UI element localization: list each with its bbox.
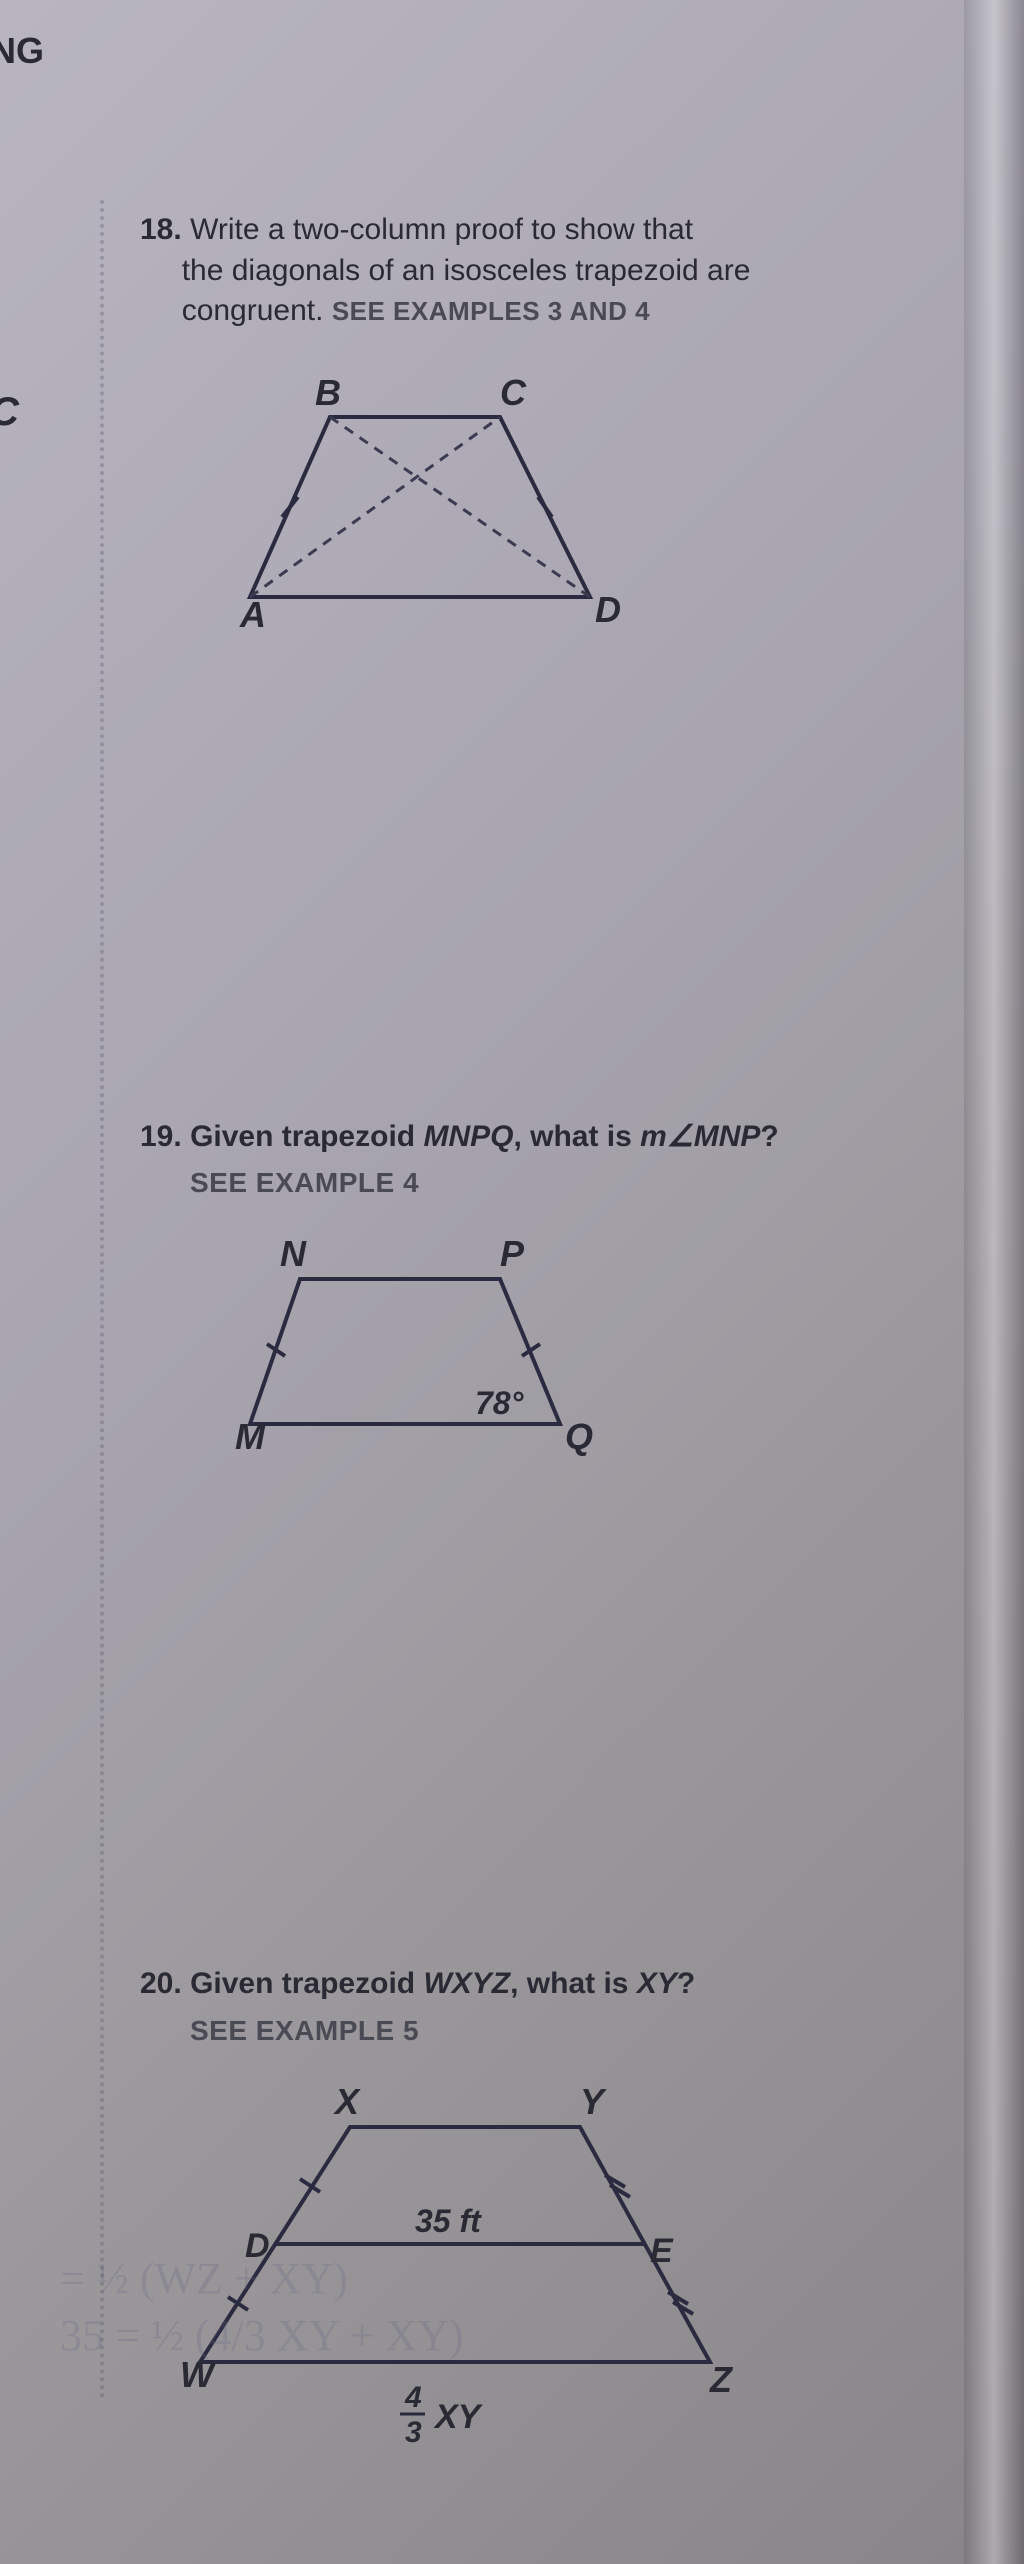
vertex-Z: Z — [709, 2359, 734, 2400]
shape-name: WXYZ — [423, 1967, 510, 2000]
see-example: SEE EXAMPLE 5 — [190, 2015, 940, 2047]
problem-line: the diagonals of an isosceles trapezoid … — [182, 254, 751, 287]
figure-19-trapezoid: M N P Q 78° — [190, 1224, 940, 1464]
problem-number: 20. — [140, 1967, 182, 2000]
figure-18-trapezoid: A B C D — [190, 357, 940, 637]
problem-19-text: 19. Given trapezoid MNPQ, what is m∠MNP? — [140, 1117, 940, 1158]
vertex-Y: Y — [580, 2081, 607, 2122]
problem-20-text: 20. Given trapezoid WXYZ, what is XY? — [140, 1964, 940, 2005]
midsegment-label: 35 ft — [415, 2203, 482, 2239]
problem-18: 18. Write a two-column proof to show tha… — [140, 210, 940, 637]
problem-text: ? — [677, 1967, 695, 2000]
handwriting-line: = ½ (WZ + XY) — [60, 2250, 464, 2307]
page-header-fragment: NG — [0, 30, 44, 72]
vertex-M: M — [235, 1416, 266, 1457]
problem-20: 20. Given trapezoid WXYZ, what is XY? SE… — [140, 1964, 940, 2452]
vertex-X: X — [333, 2081, 361, 2122]
problem-number: 18. — [140, 213, 182, 246]
problem-18-text: 18. Write a two-column proof to show tha… — [140, 210, 940, 332]
vertex-P: P — [500, 1233, 525, 1274]
problem-line: Write a two-column proof to show that — [190, 213, 693, 246]
var-name: XY — [637, 1967, 677, 2000]
page-edge-shadow — [964, 0, 1024, 2564]
angle-prefix: m∠ — [640, 1120, 694, 1153]
problem-text: Given trapezoid — [190, 1120, 423, 1153]
vertex-D: D — [595, 589, 621, 630]
vertex-B: B — [315, 372, 341, 413]
problem-number: 19. — [140, 1120, 182, 1153]
handwriting-line: 35 = ½ (4/3 XY + XY) — [60, 2307, 464, 2364]
frac-num: 4 — [404, 2381, 422, 2414]
problem-text: Given trapezoid — [190, 1967, 423, 2000]
vertex-E: E — [650, 2232, 674, 2270]
shape-name: MNPQ — [423, 1120, 513, 1153]
vertex-N: N — [280, 1233, 307, 1274]
base-var: XY — [433, 2398, 484, 2436]
content-area: 18. Write a two-column proof to show tha… — [140, 210, 940, 2492]
problem-19: 19. Given trapezoid MNPQ, what is m∠MNP?… — [140, 1117, 940, 1465]
dotted-margin — [100, 200, 104, 2400]
angle-value: 78° — [475, 1385, 524, 1421]
partial-letter: C — [0, 390, 19, 435]
vertex-A: A — [239, 594, 266, 635]
angle-name: MNP — [694, 1120, 761, 1153]
problem-text: , what is — [510, 1967, 637, 2000]
see-example: SEE EXAMPLES 3 AND 4 — [332, 296, 650, 326]
problem-text: ? — [760, 1120, 778, 1153]
problem-line: congruent. — [182, 294, 324, 327]
handwritten-work: = ½ (WZ + XY) 35 = ½ (4/3 XY + XY) — [60, 2250, 464, 2364]
see-example: SEE EXAMPLE 4 — [190, 1167, 940, 1199]
vertex-C: C — [500, 372, 527, 413]
problem-text: , what is — [513, 1120, 640, 1153]
vertex-Q: Q — [565, 1416, 593, 1457]
frac-den: 3 — [405, 2416, 422, 2449]
